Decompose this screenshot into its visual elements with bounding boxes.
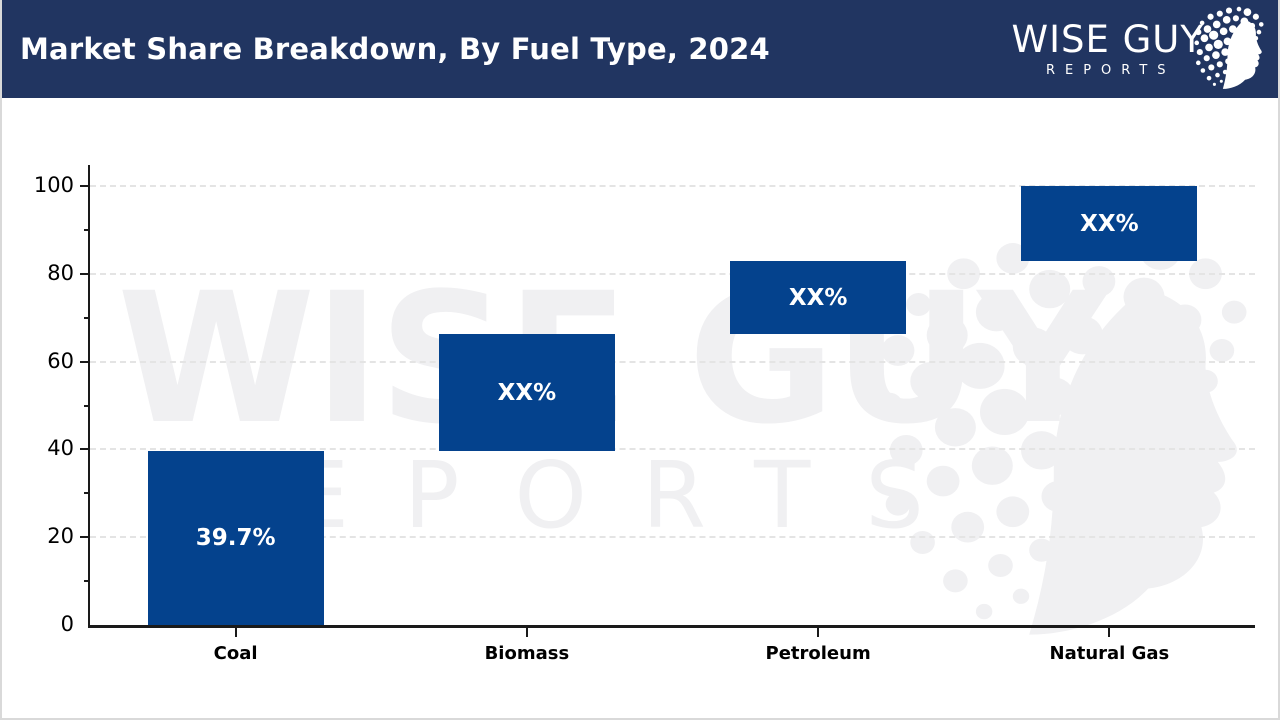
y-tick-label: 40 — [47, 436, 74, 461]
header-bar: Market Share Breakdown, By Fuel Type, 20… — [2, 0, 1278, 98]
gridline — [90, 272, 1255, 275]
y-axis-tick — [80, 360, 90, 363]
brand-name: WISE GUY — [1011, 17, 1204, 61]
page-title: Market Share Breakdown, By Fuel Type, 20… — [20, 32, 770, 66]
dotted-head-icon — [1194, 6, 1264, 89]
y-tick-label: 20 — [47, 524, 74, 549]
gridline — [90, 448, 1255, 451]
brand-logo-text: WISE GUY REPORTS — [1012, 21, 1204, 78]
x-axis-tick — [1108, 628, 1111, 637]
x-axis-tick — [234, 628, 237, 637]
y-axis-tick — [84, 316, 90, 319]
bar-natural-gas: XX% — [1021, 186, 1198, 262]
x-axis-tick — [817, 628, 820, 637]
y-tick-label: 100 — [33, 173, 74, 197]
x-tick-label: Biomass — [484, 643, 570, 664]
brand-subname: REPORTS — [1045, 62, 1176, 78]
plot-area: 0 20 40 60 80 100 39.7% Coal XX% Biomass XX% Petrol… — [2, 98, 1278, 718]
x-tick-label: Natural Gas — [1049, 643, 1170, 664]
y-axis-tick — [84, 580, 90, 583]
gridline — [90, 536, 1255, 539]
x-axis-line — [88, 625, 1255, 628]
bar-value-label: XX% — [497, 379, 557, 406]
y-axis-tick — [84, 492, 90, 495]
y-axis-tick — [80, 448, 90, 451]
x-axis-tick — [525, 628, 528, 637]
y-axis-line — [88, 165, 90, 628]
gridline — [90, 185, 1255, 187]
x-tick-label: Coal — [213, 643, 258, 664]
bar-value-label: 39.7% — [195, 524, 276, 551]
bar-coal: 39.7% — [147, 450, 324, 625]
x-tick-label: Petroleum — [765, 643, 871, 664]
y-axis-tick — [80, 272, 90, 275]
bar-biomass: XX% — [438, 334, 615, 451]
gridline — [90, 360, 1255, 363]
brand-logo: WISE GUY REPORTS — [1012, 6, 1270, 92]
y-tick-label: 60 — [47, 348, 74, 373]
bar-value-label: XX% — [788, 284, 848, 311]
y-axis-tick — [80, 536, 90, 539]
chart-area: WISE GUY REPORTS 02040608010039.7%CoalXX… — [2, 98, 1278, 718]
bar-value-label: XX% — [1080, 210, 1139, 237]
y-axis-tick — [84, 404, 90, 407]
bar-petroleum: XX% — [730, 261, 907, 335]
y-axis-tick — [84, 228, 90, 231]
y-tick-label: 80 — [47, 260, 74, 285]
y-tick-label: 0 — [60, 612, 74, 636]
y-axis-tick — [80, 185, 90, 187]
